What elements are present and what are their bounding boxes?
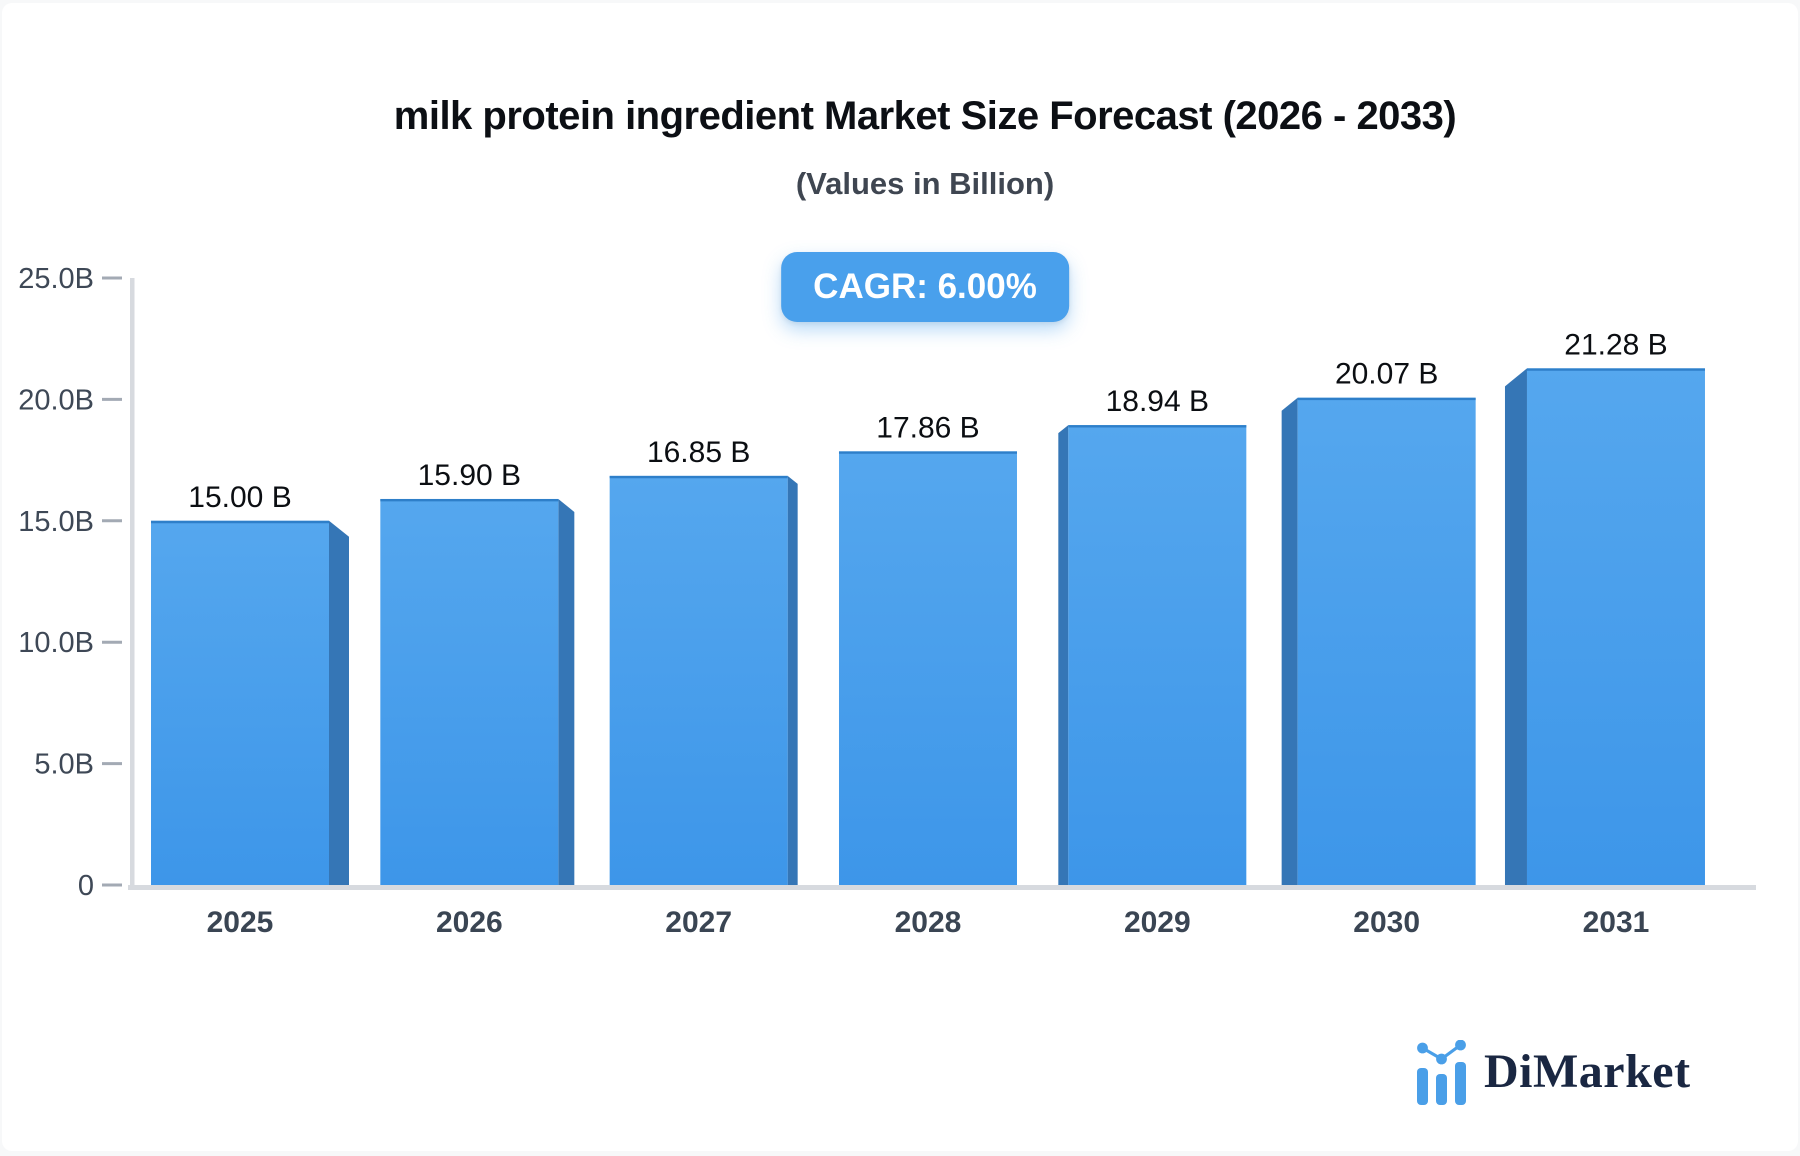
- x-axis-label-2030: 2030: [1353, 906, 1420, 939]
- bar-2029[interactable]: [1068, 425, 1247, 885]
- y-tick-label: 25.0B: [18, 263, 94, 295]
- x-axis-label-2031: 2031: [1583, 906, 1650, 939]
- bar-value-label: 15.00 B: [188, 481, 291, 514]
- dimarket-logo: DiMarket: [1416, 1040, 1691, 1106]
- cagr-badge: CAGR: 6.00%: [781, 252, 1069, 322]
- bar-2030[interactable]: [1297, 397, 1476, 885]
- x-axis-label-2029: 2029: [1124, 906, 1191, 939]
- y-tick-label: 15.0B: [18, 506, 94, 538]
- y-axis-line: [130, 278, 135, 885]
- y-tick-label: 5.0B: [34, 749, 94, 781]
- x-axis-label-2028: 2028: [895, 906, 962, 939]
- logo-text: DiMarket: [1484, 1045, 1691, 1098]
- bar-side-2026: [558, 498, 575, 885]
- x-axis-line: [128, 885, 1756, 890]
- bar-value-label: 17.86 B: [876, 411, 979, 444]
- y-tick-label: 20.0B: [18, 384, 94, 416]
- bar-2025[interactable]: [151, 520, 329, 885]
- chart-subtitle: (Values in Billion): [795, 166, 1055, 201]
- bar-value-label: 18.94 B: [1106, 385, 1209, 418]
- bar-value-label: 15.90 B: [418, 459, 521, 492]
- bar-side-2031: [1504, 368, 1527, 885]
- bar-side-2027: [787, 475, 798, 885]
- bar-value-label: 21.28 B: [1564, 328, 1667, 361]
- bar-2027[interactable]: [609, 475, 788, 885]
- bar-value-label: 16.85 B: [647, 436, 750, 469]
- x-axis-label-2025: 2025: [207, 906, 274, 939]
- x-axis-label-2027: 2027: [665, 906, 732, 939]
- bar-value-label: 20.07 B: [1335, 358, 1438, 391]
- bar-side-2025: [329, 520, 349, 885]
- y-tick-label: 0: [78, 870, 94, 902]
- logo-bar-line-icon: [1417, 1040, 1466, 1105]
- bar-2028[interactable]: [838, 451, 1017, 885]
- bar-side-2029: [1058, 425, 1069, 885]
- chart-title: milk protein ingredient Market Size Fore…: [393, 94, 1457, 138]
- y-tick-label: 10.0B: [18, 627, 94, 659]
- bar-2026[interactable]: [380, 498, 559, 885]
- x-axis-label-2026: 2026: [436, 906, 503, 939]
- bar-2031[interactable]: [1526, 368, 1705, 885]
- bar-side-2030: [1281, 397, 1298, 885]
